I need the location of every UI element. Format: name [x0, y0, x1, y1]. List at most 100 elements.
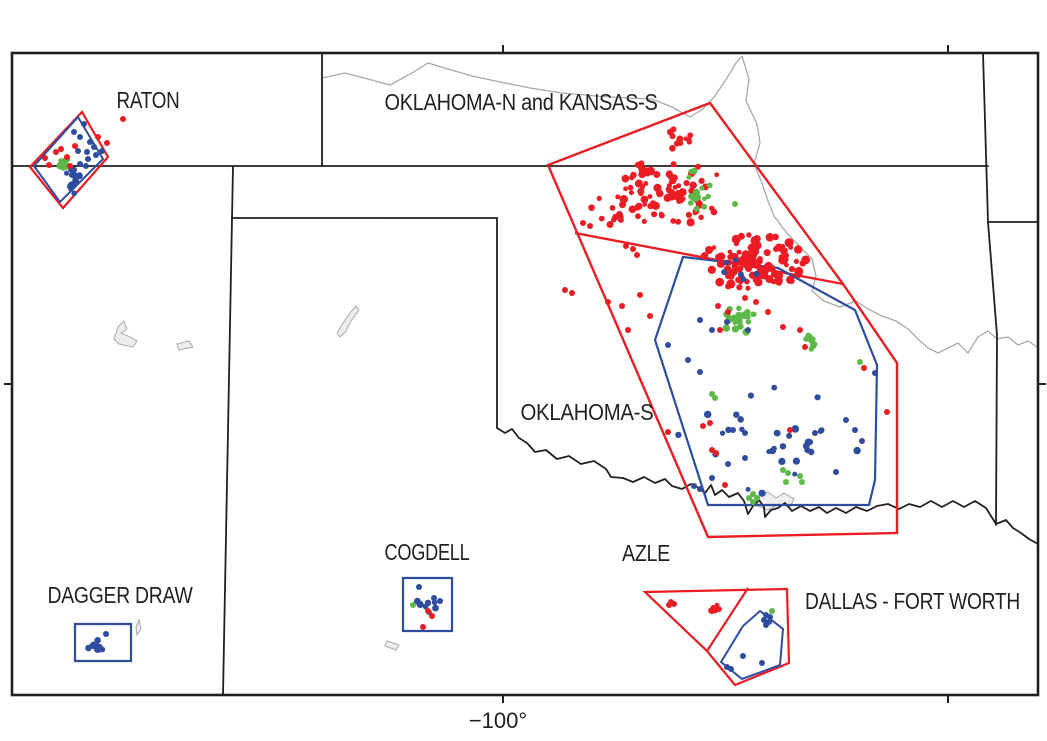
- epicenter-dot: [643, 181, 649, 186]
- epicenter-dot: [709, 327, 715, 333]
- epicenter-dot: [714, 172, 720, 178]
- epicenter-dot: [691, 483, 697, 489]
- epicenter-dot: [843, 417, 849, 423]
- epicenter-dot: [437, 598, 443, 604]
- epicenter-dot: [717, 327, 723, 333]
- region-cogdell-box: [401, 576, 454, 633]
- epicenter-dot: [420, 624, 426, 630]
- epicenter-dot: [647, 194, 653, 199]
- ks-mo-border: [982, 52, 989, 223]
- epicenter-dot: [780, 324, 786, 330]
- epicenter-dot: [87, 139, 93, 145]
- epicenter-dot: [736, 305, 742, 311]
- epicenter-dot: [621, 174, 630, 183]
- epicenter-dot: [692, 188, 700, 196]
- epicenter-dot: [747, 245, 753, 250]
- epicenter-dot: [686, 218, 695, 227]
- epicenter-dot: [686, 174, 692, 180]
- epicenter-dot: [693, 205, 700, 212]
- label-dallas-fort-worth: DALLAS - FORT WORTH: [805, 588, 1020, 614]
- epicenter-dot: [83, 163, 89, 169]
- epicenter-dot: [857, 359, 863, 365]
- epicenter-dot: [683, 180, 690, 187]
- region-dfw-inner: [719, 609, 785, 681]
- epicenter-dot: [750, 491, 756, 497]
- epicenter-dot: [742, 295, 748, 301]
- epicenter-dot: [728, 273, 735, 280]
- epicenter-dot: [670, 218, 677, 224]
- epicenter-dot: [788, 266, 796, 273]
- epicenter-dot: [833, 469, 839, 475]
- epicenter-dot: [53, 149, 59, 155]
- label-dagger-draw: DAGGER DRAW: [48, 582, 193, 608]
- epicenter-dot: [587, 223, 593, 229]
- epicenter-dot: [617, 212, 623, 218]
- epicenter-dot: [685, 211, 693, 218]
- epicenter-dot: [740, 276, 747, 283]
- lake-nm-1: [113, 320, 138, 348]
- epicenter-dot: [733, 411, 740, 418]
- epicenter-dot: [788, 244, 794, 250]
- epicenter-dot: [716, 259, 726, 268]
- epicenter-dot: [647, 313, 653, 319]
- epicenter-dot: [705, 193, 711, 200]
- epicenter-dot: [635, 180, 641, 186]
- epicenter-dot: [431, 599, 438, 606]
- epicenter-dot: [429, 613, 435, 619]
- epicenter-dot: [794, 270, 803, 279]
- epicenter-dot: [810, 342, 817, 349]
- epicenter-dot: [730, 314, 737, 322]
- epicenter-dot: [740, 653, 746, 659]
- epicenter-dot: [693, 193, 700, 201]
- epicenter-dot: [67, 163, 73, 169]
- epicenter-dot: [562, 287, 568, 293]
- epicenter-dot: [725, 309, 731, 315]
- epicenter-dot: [675, 431, 682, 439]
- epicenter-dot: [758, 489, 766, 497]
- epicenter-dot: [786, 432, 793, 439]
- epicenter-dot: [672, 184, 678, 190]
- ok-ar-border: [987, 221, 998, 526]
- epicenter-dot: [707, 265, 716, 274]
- epicenter-dot: [665, 170, 673, 178]
- epicenter-dot: [721, 269, 727, 276]
- epicenter-dot: [422, 603, 429, 610]
- region-oklahoma-n-kansas-s: [546, 101, 899, 539]
- epicenter-dot: [91, 144, 97, 150]
- epicenter-dot: [675, 218, 682, 225]
- epicenter-dot: [746, 495, 752, 501]
- epicenter-dot: [669, 145, 676, 152]
- epicenter-dot: [779, 443, 787, 450]
- epicenter-dot: [609, 205, 616, 211]
- epicenter-dot: [725, 283, 732, 290]
- epicenter-dot: [669, 133, 676, 140]
- label-oklahoma-s: OKLAHOMA-S: [521, 399, 654, 425]
- epicenter-dot: [763, 622, 769, 628]
- epicenter-dot: [641, 218, 647, 224]
- region-dagger-draw-box: [73, 622, 133, 663]
- epicenter-dot: [818, 427, 825, 434]
- epicenter-dot: [802, 344, 808, 350]
- epicenter-dot: [766, 449, 772, 455]
- epicenter-dot: [104, 140, 110, 146]
- graticule-ticks: [4, 45, 1046, 703]
- epicenter-dot: [431, 595, 437, 601]
- epicenter-dot: [715, 303, 721, 309]
- epicenter-dot: [94, 637, 101, 644]
- epicenter-dot: [425, 608, 431, 614]
- epicenter-dot: [634, 252, 640, 258]
- epicenter-dot: [769, 608, 775, 614]
- epicenter-dot: [746, 232, 752, 238]
- label-raton: RATON: [117, 87, 180, 113]
- epicenter-dot: [722, 482, 728, 488]
- epicenter-dot: [765, 309, 771, 315]
- epicenter-dot: [783, 479, 789, 485]
- region-azle-divider: [706, 587, 749, 652]
- rivers-layer: [321, 55, 1038, 355]
- epicenter-dot: [754, 495, 760, 501]
- label-longitude-tick: −100°: [469, 708, 527, 733]
- epicenter-dot: [700, 423, 706, 429]
- epicenter-dot: [791, 425, 800, 433]
- epicenter-dot: [580, 220, 586, 226]
